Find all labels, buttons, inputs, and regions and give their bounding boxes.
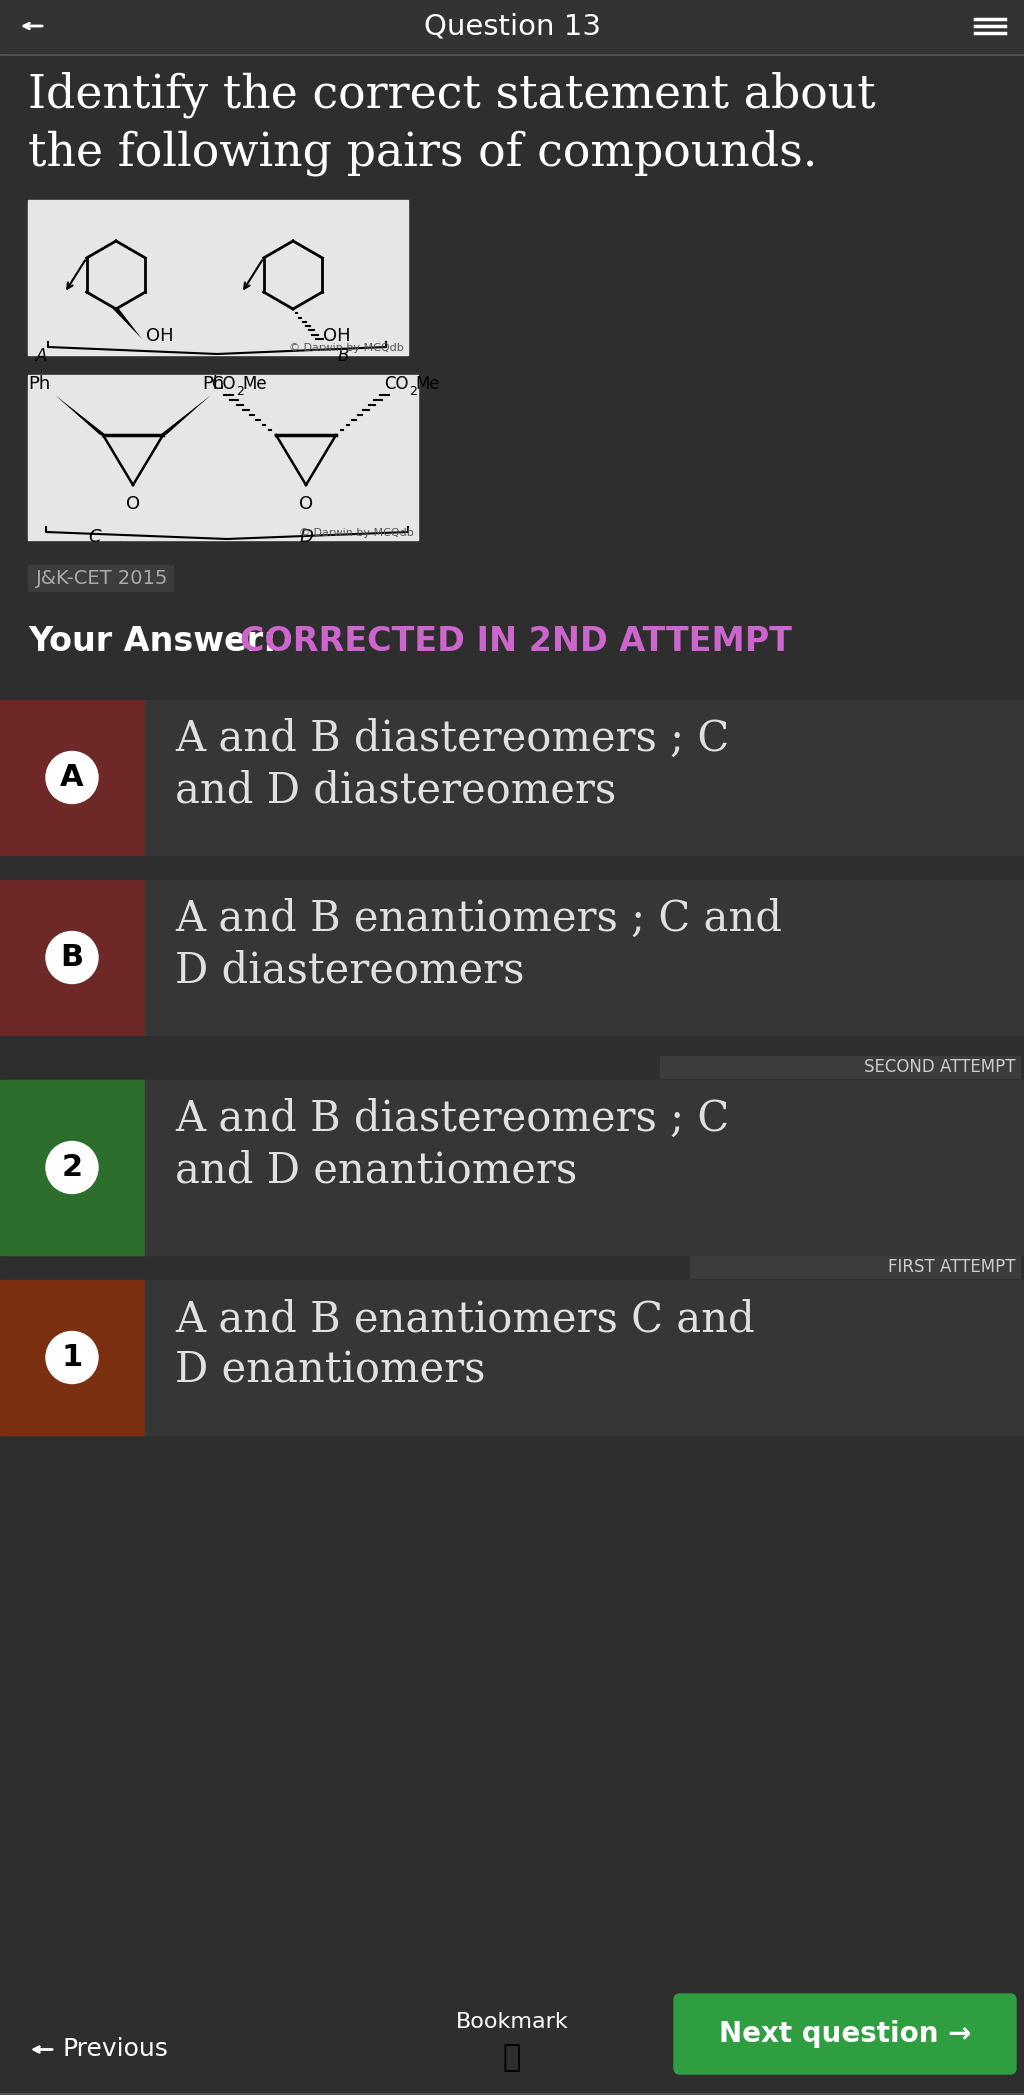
Bar bbox=[0, 880, 145, 1035]
Bar bbox=[690, 1257, 1020, 1278]
Text: A and B enantiomers C and
D enantiomers: A and B enantiomers C and D enantiomers bbox=[175, 1299, 755, 1391]
Text: B: B bbox=[60, 943, 84, 972]
Text: D: D bbox=[300, 528, 314, 547]
Text: O: O bbox=[299, 494, 313, 513]
Text: Bookmark: Bookmark bbox=[456, 2013, 568, 2032]
Text: 2: 2 bbox=[61, 1152, 83, 1182]
Text: Identify the correct statement about
the following pairs of compounds.: Identify the correct statement about the… bbox=[28, 71, 876, 176]
Bar bbox=[660, 1056, 1020, 1079]
Text: 2: 2 bbox=[409, 385, 417, 398]
Text: Ph: Ph bbox=[202, 375, 224, 394]
Text: © Darwin by MCQdb: © Darwin by MCQdb bbox=[299, 528, 414, 538]
Text: Next question →: Next question → bbox=[719, 2020, 971, 2049]
Text: B: B bbox=[338, 348, 349, 365]
Bar bbox=[145, 880, 1024, 1035]
Text: A: A bbox=[60, 763, 84, 792]
Text: Question 13: Question 13 bbox=[424, 13, 600, 40]
Text: CO: CO bbox=[211, 375, 236, 394]
Bar bbox=[0, 0, 1024, 52]
Bar bbox=[145, 1081, 1024, 1255]
Text: Ph: Ph bbox=[29, 375, 51, 394]
Text: FIRST ATTEMPT: FIRST ATTEMPT bbox=[889, 1257, 1016, 1276]
FancyBboxPatch shape bbox=[674, 1994, 1016, 2074]
Polygon shape bbox=[160, 396, 211, 436]
Text: © Darwin by MCQdb: © Darwin by MCQdb bbox=[289, 344, 404, 352]
Text: J&K-CET 2015: J&K-CET 2015 bbox=[36, 568, 168, 587]
Text: SECOND ATTEMPT: SECOND ATTEMPT bbox=[864, 1058, 1016, 1077]
Circle shape bbox=[46, 1142, 98, 1194]
Text: A: A bbox=[36, 348, 47, 365]
Bar bbox=[28, 566, 173, 591]
Text: OH: OH bbox=[323, 327, 350, 346]
Text: A and B diastereomers ; C
and D enantiomers: A and B diastereomers ; C and D enantiom… bbox=[175, 1098, 729, 1192]
Text: Me: Me bbox=[415, 375, 439, 394]
Circle shape bbox=[46, 752, 98, 804]
Text: O: O bbox=[126, 494, 140, 513]
Text: 2: 2 bbox=[236, 385, 244, 398]
Circle shape bbox=[46, 932, 98, 983]
Text: Me: Me bbox=[242, 375, 266, 394]
Text: A and B diastereomers ; C
and D diastereomers: A and B diastereomers ; C and D diastere… bbox=[175, 719, 729, 813]
Text: 🔖: 🔖 bbox=[503, 2043, 521, 2072]
Polygon shape bbox=[55, 396, 106, 436]
Text: OH: OH bbox=[146, 327, 174, 346]
Bar bbox=[145, 1280, 1024, 1435]
Text: C: C bbox=[88, 528, 100, 547]
Bar bbox=[145, 700, 1024, 855]
Bar bbox=[28, 199, 408, 354]
Text: Your Answer:: Your Answer: bbox=[28, 624, 276, 658]
Text: CO: CO bbox=[384, 375, 409, 394]
Text: Previous: Previous bbox=[62, 2038, 168, 2061]
Text: 1: 1 bbox=[61, 1343, 83, 1372]
Bar bbox=[0, 1280, 145, 1435]
Circle shape bbox=[46, 1332, 98, 1383]
Bar bbox=[28, 375, 418, 541]
Bar bbox=[0, 700, 145, 855]
Text: A and B enantiomers ; C and
D diastereomers: A and B enantiomers ; C and D diastereom… bbox=[175, 899, 782, 991]
Bar bbox=[0, 1980, 1024, 2095]
Text: CORRECTED IN 2ND ATTEMPT: CORRECTED IN 2ND ATTEMPT bbox=[240, 624, 792, 658]
Bar bbox=[0, 1081, 145, 1255]
Polygon shape bbox=[113, 308, 142, 339]
